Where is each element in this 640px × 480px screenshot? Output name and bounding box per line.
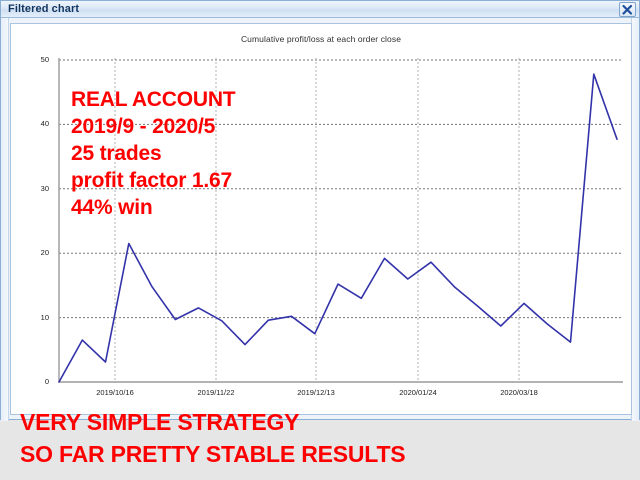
x-axis-tick: 2019/11/22 [197,388,235,397]
chart-axes [58,58,623,383]
annotation-line: VERY SIMPLE STRATEGY [20,409,300,435]
profit-loss-line [58,73,618,383]
close-button[interactable] [619,2,636,17]
y-axis-tick: 50 [40,55,49,64]
y-axis-tick: 20 [40,248,49,258]
x-axis-tick: 2020/01/24 [399,388,437,397]
vertical-gridlines [114,58,520,382]
x-axis-tick: 2019/12/13 [297,388,335,397]
y-axis-tick: 10 [40,312,49,322]
annotation-line: profit factor 1.67 [71,169,232,192]
y-axis-tick: 30 [40,183,49,193]
close-x-icon [622,4,633,15]
line-chart-plot [58,58,623,383]
annotation-line: 44% win [71,196,153,219]
chart-panel: Cumulative profit/loss at each order clo… [10,23,632,415]
window-titlebar[interactable]: Filtered chart [1,1,639,18]
y-axis-tick: 0 [44,377,49,386]
x-axis-tick: 2019/10/16 [96,388,134,397]
bottom-annotation-block: VERY SIMPLE STRATEGY SO FAR PRETTY STABL… [20,406,406,470]
annotation-line: 25 trades [71,142,162,165]
x-axis-tick: 2020/03/18 [500,388,538,397]
annotation-line: 2019/9 - 2020/5 [71,115,216,138]
top-annotation-block: REAL ACCOUNT 2019/9 - 2020/5 25 trades p… [71,86,236,221]
window-right-frame [631,18,639,421]
annotation-line: REAL ACCOUNT [71,88,236,111]
window-title: Filtered chart [8,3,80,15]
filtered-chart-window: Filtered chart Cumulative profit/loss at… [0,0,640,421]
y-axis-tick: 40 [40,119,49,129]
annotation-line: SO FAR PRETTY STABLE RESULTS [20,441,406,467]
horizontal-gridlines [59,59,623,319]
chart-title: Cumulative profit/loss at each order clo… [240,34,402,44]
window-left-frame [1,18,9,421]
